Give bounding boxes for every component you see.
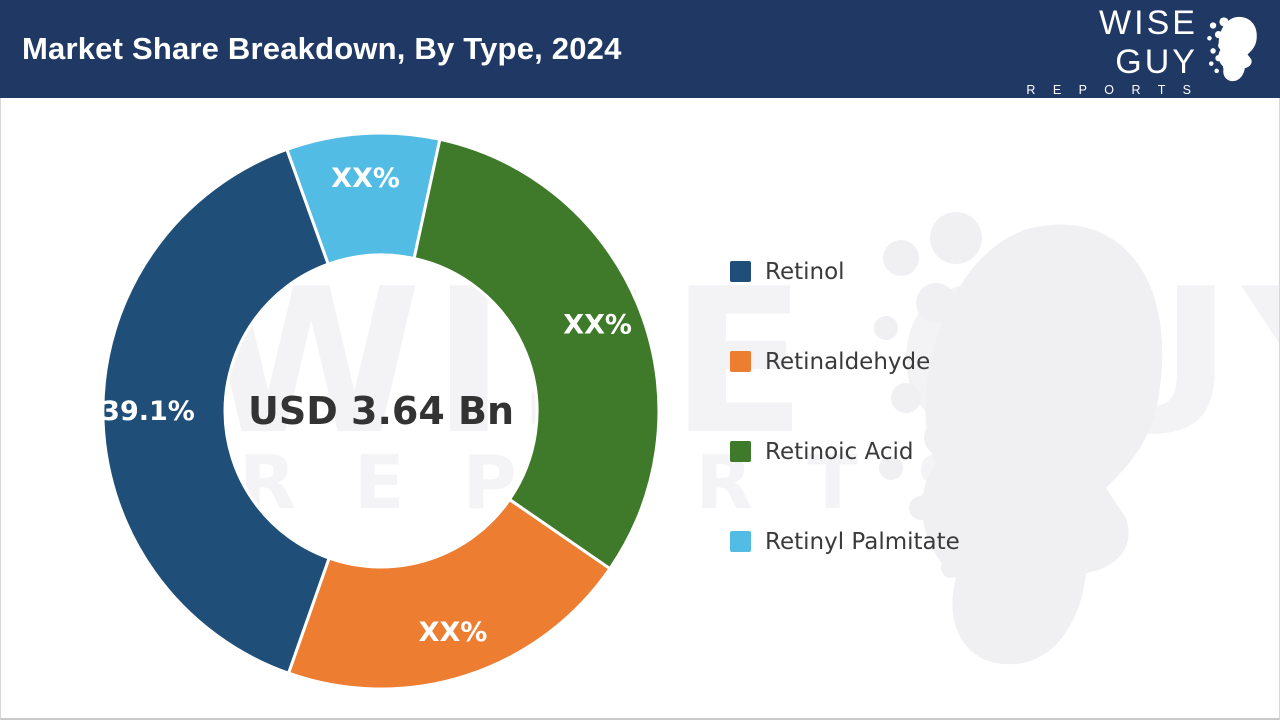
logo-face-icon [1207,16,1257,82]
legend-swatch-retinol [730,261,751,282]
logo-subtitle: R E P O R T S [1026,82,1198,97]
donut-slice-retinol [101,147,331,675]
legend-swatch-retinyl-palmitate [730,531,751,552]
legend-swatch-retinaldehyde [730,351,751,372]
slice-label: 39.1% [101,396,195,427]
legend-label: Retinaldehyde [765,348,931,375]
legend-item-retinol: Retinol [730,258,960,285]
donut-slice-retinoic-acid [412,137,661,571]
chart-legend: Retinol Retinaldehyde Retinoic Acid Reti… [730,258,960,621]
slice-label: XX% [563,310,632,341]
logo-text: WISE GUY R E P O R T S [1022,4,1198,97]
donut-slice-retinaldehyde [287,498,612,691]
page-title: Market Share Breakdown, By Type, 2024 [22,31,622,66]
donut-center-value: USD 3.64 Bn [248,389,514,433]
watermark-face-icon [874,212,1163,665]
legend-swatch-retinoic-acid [730,441,751,462]
legend-item-retinaldehyde: Retinaldehyde [730,348,960,375]
legend-label: Retinyl Palmitate [765,528,960,555]
slice-label: XX% [331,163,400,194]
slice-label: XX% [419,617,488,648]
legend-label: Retinoic Acid [765,438,914,465]
donut-chart: XX% XX% XX% 39.1% USD 3.64 Bn [101,131,661,691]
legend-item-retinyl-palmitate: Retinyl Palmitate [730,528,960,555]
logo-wordmark: WISE GUY [1099,3,1198,81]
legend-item-retinoic-acid: Retinoic Acid [730,438,960,465]
legend-label: Retinol [765,258,845,285]
wise-guy-logo: WISE GUY R E P O R T S [1022,4,1262,97]
header-bar: Market Share Breakdown, By Type, 2024 WI… [0,0,1280,98]
